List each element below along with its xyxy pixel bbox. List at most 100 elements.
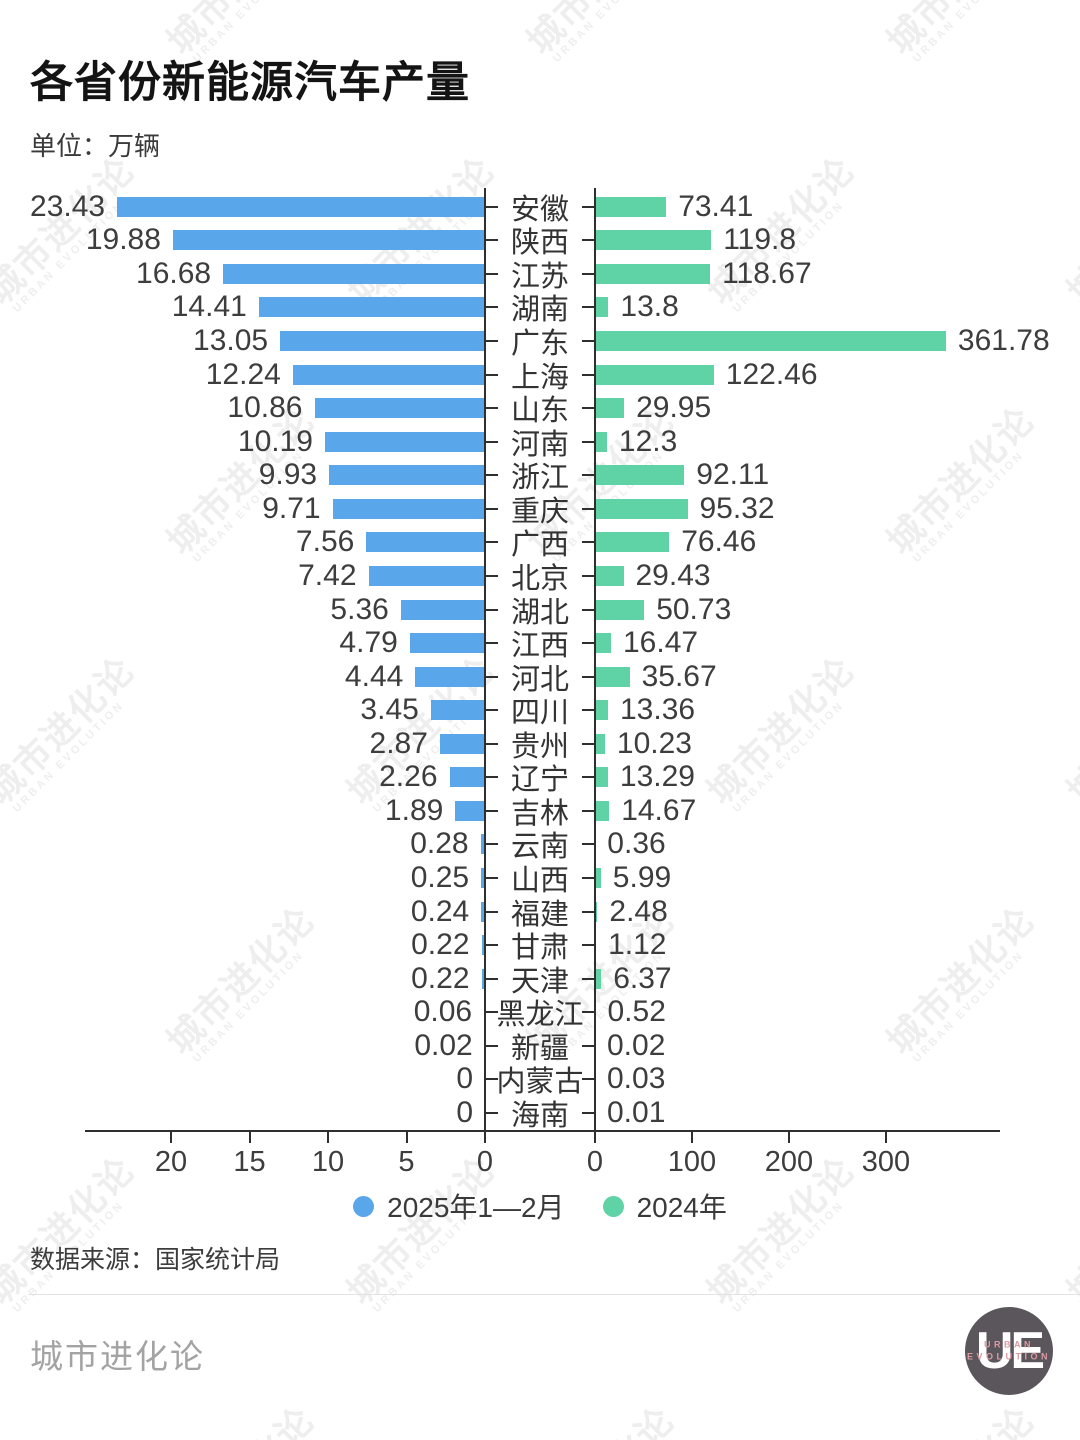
bar-2024 (595, 767, 608, 788)
bar-2024 (595, 431, 607, 452)
province-label: 四川 (510, 697, 569, 730)
bar-2025 (314, 398, 485, 419)
left-value-label: 12.24 (205, 357, 281, 391)
right-value-label: 6.37 (613, 961, 672, 995)
province-label: 重庆 (510, 495, 569, 528)
province-label: 福建 (510, 898, 569, 931)
bar-2024 (595, 599, 645, 620)
chart-row: 5.36 湖北 50.73 (0, 592, 1080, 629)
left-value-label: 2.87 (369, 726, 428, 760)
right-value-label: 95.32 (699, 491, 775, 525)
left-value-label: 0 (456, 1095, 473, 1129)
bar-2025 (430, 700, 485, 721)
province-label: 上海 (510, 361, 569, 394)
right-value-label: 0.01 (607, 1095, 666, 1129)
brand-text: 城市进化论 (30, 1338, 205, 1375)
right-axis-line (594, 188, 596, 1132)
bar-2025 (455, 800, 485, 821)
ue-monogram: UE (975, 1322, 1045, 1380)
legend-dot-icon (353, 1195, 375, 1217)
province-label: 海南 (510, 1099, 569, 1132)
right-value-label: 1.12 (608, 928, 667, 962)
left-value-label: 1.89 (384, 793, 444, 827)
right-value-label: 29.43 (635, 558, 711, 592)
bar-2024 (595, 465, 685, 486)
bar-2025 (329, 465, 485, 486)
axis-tick-label: 0 (586, 1146, 604, 1178)
logo-word-urban: URBAN (984, 1339, 1034, 1350)
bar-2024 (595, 666, 630, 687)
right-value-label: 13.8 (620, 290, 679, 324)
bar-2024 (595, 968, 602, 989)
province-label: 广东 (510, 328, 569, 361)
axis-tick (405, 1132, 408, 1143)
legend: 2025年1—2月 2024年 (0, 1186, 1080, 1226)
bar-2025 (449, 767, 485, 788)
bar-2025 (292, 364, 485, 385)
province-label: 湖北 (510, 596, 569, 629)
bar-2025 (258, 297, 485, 318)
left-value-label: 0.06 (413, 995, 473, 1029)
left-value-label: 0.22 (411, 928, 470, 962)
bar-2024 (595, 868, 601, 889)
chart-row: 7.56 广西 76.46 (0, 525, 1080, 561)
axis-tick (248, 1132, 251, 1143)
left-value-label: 0.25 (410, 861, 470, 895)
axis-tick-label: 300 (861, 1146, 911, 1178)
axis-tick (327, 1132, 329, 1143)
axis-tick-label: 0 (476, 1146, 494, 1178)
chart-row: 0.28 云南 0.36 (0, 827, 1080, 863)
bar-2025 (280, 331, 485, 352)
axis-tick (170, 1132, 172, 1143)
bar-2024 (595, 901, 598, 922)
right-value-label: 35.67 (641, 659, 717, 693)
axis-baseline (85, 1130, 1000, 1132)
bar-2025 (117, 196, 485, 217)
legend-label: 2025年1—2月 (387, 1192, 565, 1223)
chart-row: 13.05 广东 361.78 (0, 324, 1080, 360)
bar-2024 (595, 297, 609, 318)
bar-2024 (595, 364, 714, 385)
left-value-label: 7.42 (298, 558, 357, 592)
province-label: 山西 (510, 865, 569, 898)
legend-item: 2025年1—2月 (353, 1186, 565, 1226)
left-value-label: 2.26 (379, 760, 438, 794)
province-label: 新疆 (510, 1032, 569, 1065)
province-label: 江西 (510, 630, 569, 663)
right-value-label: 13.29 (619, 760, 695, 794)
chart-row: 0.25 山西 5.99 (0, 861, 1080, 897)
bar-2025 (481, 935, 485, 956)
left-value-label: 19.88 (85, 223, 161, 257)
bar-2025 (172, 230, 485, 251)
source-text: 数据来源：国家统计局 (30, 1246, 281, 1274)
bar-2025 (439, 733, 485, 754)
chart-row: 1.89 吉林 14.67 (0, 793, 1080, 830)
axis-tick-label: 5 (398, 1146, 415, 1178)
chart-row: 19.88 陕西 119.8 (0, 223, 1080, 259)
unit-label: 单位：万辆 (30, 131, 161, 161)
right-value-label: 29.95 (636, 391, 712, 425)
axis-tick (691, 1132, 693, 1143)
left-value-label: 3.45 (360, 693, 419, 727)
axis-tick (484, 1132, 486, 1143)
chart-row: 0 内蒙古 0.03 (0, 1062, 1080, 1098)
province-label: 甘肃 (510, 932, 569, 965)
province-label: 北京 (510, 562, 569, 595)
left-value-label: 4.44 (344, 659, 404, 693)
chart-row: 0.24 福建 2.48 (0, 895, 1080, 931)
bar-2025 (325, 431, 485, 452)
bar-2025 (409, 633, 485, 654)
right-value-label: 14.67 (621, 793, 697, 827)
province-label: 河南 (510, 428, 569, 461)
bar-2024 (595, 633, 611, 654)
province-label: 浙江 (510, 462, 569, 495)
right-value-label: 50.73 (656, 592, 732, 626)
province-label: 黑龙江 (496, 999, 584, 1032)
left-value-label: 23.43 (30, 189, 106, 223)
bar-2025 (480, 834, 485, 855)
right-value-label: 12.3 (618, 424, 678, 458)
right-value-label: 0.52 (607, 995, 666, 1029)
left-value-label: 7.56 (295, 525, 355, 559)
